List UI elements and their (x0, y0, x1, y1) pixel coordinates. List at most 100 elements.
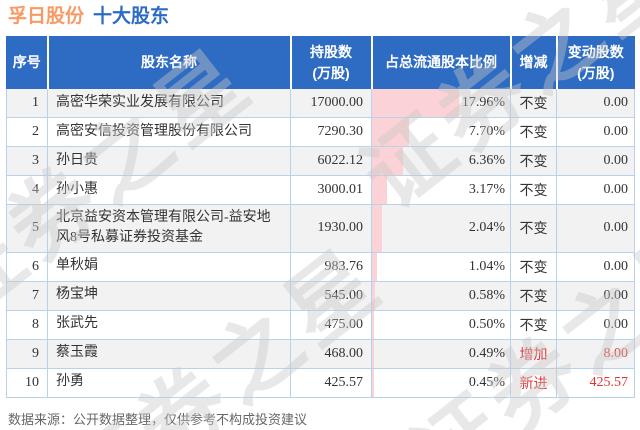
data-source-note: 数据来源：公开数据整理，仅供参考不构成投资建议 (8, 412, 308, 427)
rank-cell: 4 (6, 175, 48, 205)
ratio-cell: 0.50% (371, 309, 511, 340)
shareholder-table-body: 1 高密华荣实业发展有限公司 17000.00 17.96% 不变 0.00 2 高密安信投资… (6, 88, 635, 398)
ratio-cell: 17.96% (371, 88, 511, 118)
change-cell: 不变 (510, 88, 557, 118)
ratio-bar (372, 205, 382, 252)
ratio-value: 6.36% (468, 153, 505, 168)
stock-name: 孚日股份 (8, 6, 85, 27)
column-header-ratio: 占总流通股本比例 (371, 36, 512, 89)
delta-cell: 0.00 (556, 251, 635, 282)
table-row: 9 蔡玉霞 468.00 0.49% 增加 8.00 (6, 338, 635, 369)
column-header-rank: 序号 (6, 36, 49, 89)
shareholder-name-cell: 高密华荣实业发展有限公司 (47, 88, 291, 118)
change-cell: 不变 (510, 204, 557, 253)
delta-cell: 0.00 (556, 117, 635, 147)
change-cell: 不变 (510, 175, 557, 205)
shareholder-name-cell: 高密安信投资管理股份有限公司 (47, 117, 291, 147)
rank-cell: 7 (6, 280, 48, 311)
shares-cell: 6022.12 (290, 146, 372, 176)
shares-cell: 425.57 (290, 367, 372, 398)
column-header-name: 股东名称 (47, 36, 292, 89)
delta-cell: 0.00 (556, 88, 635, 118)
ratio-value: 17.96% (461, 95, 505, 110)
ratio-value: 0.58% (468, 287, 505, 303)
table-row: 5 北京益安资本管理有限公司-益安地风8号私募证券投资基金 1930.00 2.04%… (6, 204, 635, 253)
ratio-cell: 0.58% (371, 280, 511, 311)
shares-cell: 3000.01 (290, 175, 372, 205)
ratio-value: 3.17% (468, 182, 505, 197)
column-header-shares: 持股数 (万股) (290, 36, 373, 89)
shareholder-name-cell: 孙日贵 (47, 146, 291, 176)
ratio-bar (372, 311, 375, 339)
shares-cell: 468.00 (290, 338, 372, 369)
delta-cell: 0.00 (556, 309, 635, 340)
ratio-value: 0.50% (468, 316, 505, 332)
shareholder-name-cell: 杨宝坤 (47, 280, 291, 311)
rank-cell: 3 (6, 146, 48, 176)
column-header-change: 增减 (510, 36, 558, 89)
ratio-value: 0.45% (468, 374, 505, 390)
ratio-cell: 3.17% (371, 175, 511, 205)
change-cell: 不变 (510, 280, 557, 311)
change-cell: 不变 (510, 251, 557, 282)
table-row: 10 孙勇 425.57 0.45% 新进 425.57 (6, 367, 635, 398)
table-row: 6 单秋娟 983.76 1.04% 不变 0.00 (6, 251, 635, 282)
shares-cell: 7290.30 (290, 117, 372, 147)
table-row: 8 张武先 475.00 0.50% 不变 0.00 (6, 309, 635, 340)
table-row: 1 高密华荣实业发展有限公司 17000.00 17.96% 不变 0.00 (6, 88, 635, 118)
column-header-delta: 变动股数 (万股) (556, 36, 635, 89)
ratio-value: 1.04% (468, 258, 505, 274)
ratio-bar (372, 369, 375, 397)
rank-cell: 10 (6, 367, 48, 398)
ratio-cell: 0.49% (371, 338, 511, 369)
ratio-cell: 1.04% (371, 251, 511, 282)
table-header: 序号 股东名称 持股数 (万股) 占总流通股本比例 增减 变动股数 (万股) (6, 36, 635, 89)
delta-cell: 425.57 (556, 367, 635, 398)
shareholders-table: 序号 股东名称 持股数 (万股) 占总流通股本比例 增减 变动股数 (万股) 1… (6, 36, 635, 398)
shareholder-name-cell: 孙小惠 (47, 175, 291, 205)
ratio-bar (372, 282, 375, 310)
delta-cell: 8.00 (556, 338, 635, 369)
ratio-bar (372, 340, 375, 368)
shareholder-name-cell: 单秋娟 (47, 251, 291, 282)
change-cell: 新进 (510, 367, 557, 398)
shares-cell: 17000.00 (290, 88, 372, 118)
shares-cell: 1930.00 (290, 204, 372, 253)
rank-cell: 1 (6, 88, 48, 118)
ratio-cell: 6.36% (371, 146, 511, 176)
delta-cell: 0.00 (556, 146, 635, 176)
ratio-bar (372, 253, 378, 281)
change-cell: 增加 (510, 338, 557, 369)
rank-cell: 5 (6, 204, 48, 253)
rank-cell: 2 (6, 117, 48, 147)
rank-cell: 9 (6, 338, 48, 369)
delta-cell: 0.00 (556, 175, 635, 205)
page-subtitle: 十大股东 (93, 6, 170, 27)
page-title: 孚日股份 十大股东 (8, 5, 169, 29)
shares-cell: 475.00 (290, 309, 372, 340)
table-row: 2 高密安信投资管理股份有限公司 7290.30 7.70% 不变 0.00 (6, 117, 635, 147)
table-row: 4 孙小惠 3000.01 3.17% 不变 0.00 (6, 175, 635, 205)
rank-cell: 8 (6, 309, 48, 340)
ratio-value: 0.49% (468, 345, 505, 361)
change-cell: 不变 (510, 309, 557, 340)
shareholder-name-cell: 蔡玉霞 (47, 338, 291, 369)
change-cell: 不变 (510, 146, 557, 176)
shareholder-name-cell: 北京益安资本管理有限公司-益安地风8号私募证券投资基金 (47, 204, 291, 253)
ratio-cell: 7.70% (371, 117, 511, 147)
table-row: 3 孙日贵 6022.12 6.36% 不变 0.00 (6, 146, 635, 176)
ratio-value: 2.04% (468, 220, 505, 236)
shares-cell: 545.00 (290, 280, 372, 311)
ratio-bar (372, 147, 403, 175)
ratio-value: 7.70% (468, 124, 505, 139)
change-cell: 不变 (510, 117, 557, 147)
delta-cell: 0.00 (556, 280, 635, 311)
shares-cell: 983.76 (290, 251, 372, 282)
ratio-bar (372, 176, 388, 204)
table-row: 7 杨宝坤 545.00 0.58% 不变 0.00 (6, 280, 635, 311)
rank-cell: 6 (6, 251, 48, 282)
ratio-cell: 2.04% (371, 204, 511, 253)
ratio-cell: 0.45% (371, 367, 511, 398)
shareholder-name-cell: 张武先 (47, 309, 291, 340)
